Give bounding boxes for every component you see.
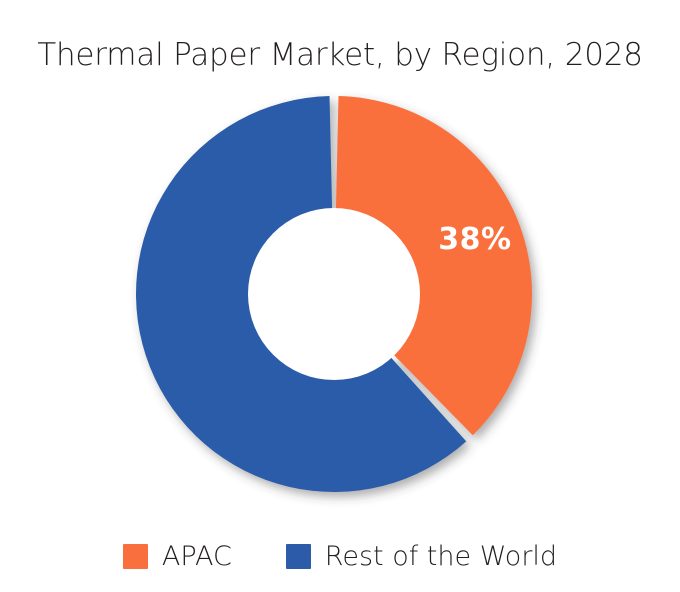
donut-slice-rest-of-the-world[interactable] [135,96,467,492]
donut-center-hole [248,208,420,380]
legend-label-rest-of-the-world: Rest of the World [324,541,558,572]
chart-legend: APAC Rest of the World [0,543,680,570]
legend-swatch-apac-icon [122,544,148,569]
donut-slice-apac[interactable] [335,96,532,436]
legend-swatch-rest-of-the-world-icon [285,544,311,569]
legend-item-rest-of-the-world[interactable]: Rest of the World [285,541,558,572]
donut-chart-svg: 38% [135,96,532,492]
donut-slices [135,96,532,492]
legend-label-apac: APAC [161,541,232,572]
donut-chart-plot-area: 38% [0,72,680,512]
slice-label-apac: 38% [438,222,511,257]
legend-item-apac[interactable]: APAC [122,541,232,572]
chart-title: Thermal Paper Market, by Region, 2028 [37,37,643,73]
